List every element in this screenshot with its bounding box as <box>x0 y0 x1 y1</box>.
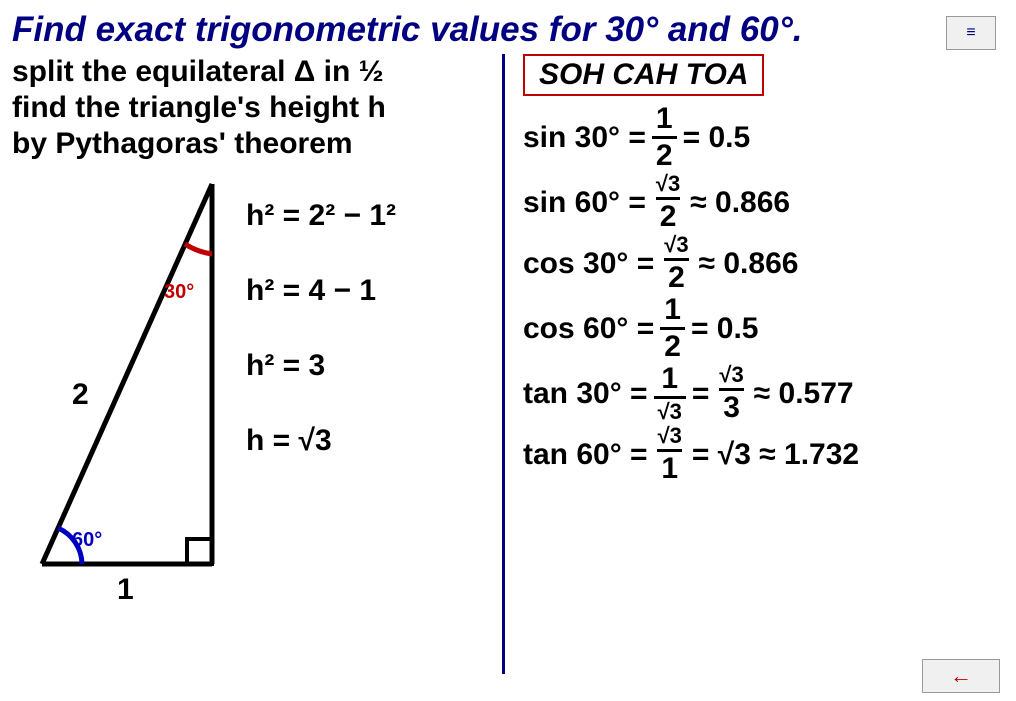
fraction: 1 2 <box>652 104 677 171</box>
sohcahtoa-box: SOH CAH TOA <box>523 54 764 96</box>
denominator: √3 <box>654 396 686 423</box>
eq-tan60: tan 60° = √3 1 = √3 ≈ 1.732 <box>523 425 1004 484</box>
eq-cos30: cos 30° = √3 2 ≈ 0.866 <box>523 234 1004 293</box>
eq-lhs: tan 60° = <box>523 438 648 472</box>
instructions: split the equilateral Δ in ½ find the tr… <box>12 54 492 162</box>
page-title: Find exact trigonometric values for 30° … <box>12 10 1004 50</box>
denominator: 2 <box>656 197 681 232</box>
eq-lhs: cos 30° = <box>523 247 654 281</box>
height-eq: h² = 4 − 1 <box>246 253 396 328</box>
angle-30-label: 30° <box>164 281 194 303</box>
eq-tan30: tan 30° = 1 √3 = √3 3 ≈ 0.577 <box>523 364 1004 423</box>
eq-tail: ≈ 0.866 <box>690 186 790 220</box>
fraction: √3 2 <box>652 173 684 232</box>
angle-60-label: 60° <box>72 529 102 551</box>
denominator: 2 <box>664 258 689 293</box>
hypotenuse-label: 2 <box>72 378 89 411</box>
eq-tail: ≈ 0.866 <box>699 247 799 281</box>
eq-sin60: sin 60° = √3 2 ≈ 0.866 <box>523 173 1004 232</box>
height-eq: h = √3 <box>246 403 396 478</box>
denominator: 2 <box>660 327 685 362</box>
height-eq: h² = 2² − 1² <box>246 178 396 253</box>
base-label: 1 <box>117 573 134 604</box>
denominator: 3 <box>719 388 744 423</box>
fraction: 1 2 <box>660 295 685 362</box>
eq-lhs: tan 30° = <box>523 377 648 411</box>
fraction: √3 3 <box>715 364 747 423</box>
numerator: 1 <box>660 295 685 327</box>
denominator: 2 <box>652 136 677 171</box>
eq-lhs: cos 60° = <box>523 312 654 346</box>
numerator: √3 <box>660 234 692 258</box>
two-column-layout: split the equilateral Δ in ½ find the tr… <box>12 54 1004 674</box>
height-calculation: h² = 2² − 1² h² = 4 − 1 h² = 3 h = √3 <box>246 174 396 478</box>
menu-icon: ≡ <box>966 24 975 42</box>
eq-lhs: sin 30° = <box>523 121 646 155</box>
fraction: √3 1 <box>654 425 686 484</box>
right-panel: SOH CAH TOA sin 30° = 1 2 = 0.5 sin 60° … <box>505 54 1004 486</box>
eq-cos60: cos 60° = 1 2 = 0.5 <box>523 295 1004 362</box>
fraction: √3 2 <box>660 234 692 293</box>
back-button[interactable]: ← <box>922 659 1000 693</box>
instruction-line: by Pythagoras' theorem <box>12 126 492 162</box>
height-eq: h² = 3 <box>246 328 396 403</box>
eq-lhs: sin 60° = <box>523 186 646 220</box>
eq-tail: = 0.5 <box>683 121 751 155</box>
denominator: 1 <box>657 449 682 484</box>
eq-sin30: sin 30° = 1 2 = 0.5 <box>523 104 1004 171</box>
numerator: √3 <box>654 425 686 449</box>
left-panel: split the equilateral Δ in ½ find the tr… <box>12 54 502 604</box>
back-arrow-icon: ← <box>950 663 972 689</box>
eq-tail: = √3 ≈ 1.732 <box>692 438 859 472</box>
eq-tail: ≈ 0.577 <box>754 377 854 411</box>
instruction-line: split the equilateral Δ in ½ <box>12 54 492 90</box>
fraction: 1 √3 <box>654 364 686 423</box>
numerator: 1 <box>657 364 682 396</box>
numerator: √3 <box>652 173 684 197</box>
eq-mid: = <box>692 377 710 411</box>
numerator: 1 <box>652 104 677 136</box>
eq-tail: = 0.5 <box>691 312 759 346</box>
instruction-line: find the triangle's height h <box>12 90 492 126</box>
numerator: √3 <box>715 364 747 388</box>
menu-button[interactable]: ≡ <box>946 16 996 50</box>
triangle-diagram: 60° 30° 2 1 <box>12 174 232 604</box>
